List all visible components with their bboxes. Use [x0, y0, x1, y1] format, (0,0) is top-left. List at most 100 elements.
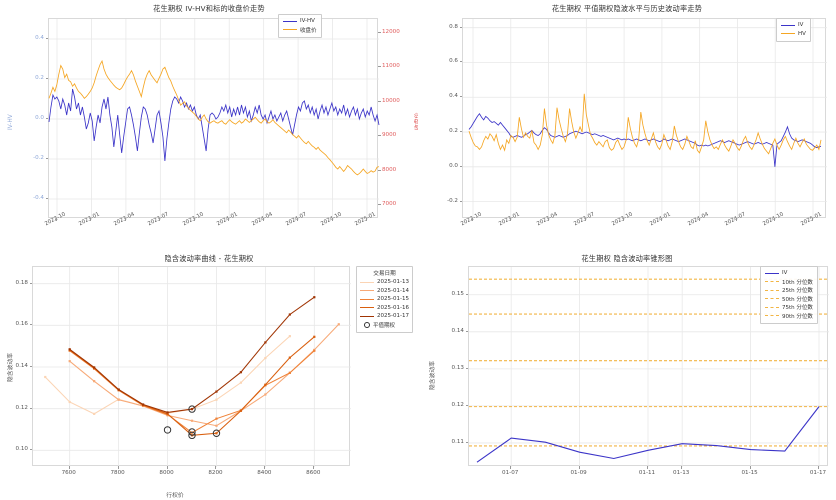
legend-item[interactable]: 2025-01-17 — [360, 312, 409, 321]
legend-item[interactable]: IV-HV — [283, 17, 317, 26]
y-tick-mark — [459, 165, 462, 167]
y-tick-mark — [459, 26, 462, 28]
data-point — [313, 335, 316, 338]
y-tick: 0.15 — [451, 290, 464, 297]
x-tick: 8000 — [159, 470, 174, 476]
legend-swatch-0116 — [360, 307, 374, 309]
data-point — [264, 393, 267, 396]
legend-item[interactable]: 75th 分位数 — [765, 303, 813, 312]
y-tick-mark-right — [378, 31, 381, 33]
series-2025-01-17 — [69, 296, 315, 413]
legend-item[interactable]: 25th 分位数 — [765, 286, 813, 295]
legend-label: IV-HV — [300, 18, 315, 25]
x-tick: 01-07 — [502, 470, 519, 476]
x-tick-mark — [547, 218, 549, 221]
legend-item[interactable]: IV — [765, 269, 813, 278]
x-tick-mark — [124, 218, 126, 221]
data-point — [313, 296, 316, 299]
y-tick-mark — [465, 367, 468, 369]
panel-title-tl: 花生期权 IV-HV和标的收盘价走势 — [153, 4, 265, 13]
y-tick: 0.14 — [15, 363, 28, 369]
legend-swatch-p10 — [765, 281, 779, 283]
y-tick: 0.12 — [451, 401, 464, 408]
y-tick-mark-left — [45, 38, 48, 39]
y-tick-mark — [29, 449, 32, 451]
legend-item[interactable]: 50th 分位数 — [765, 295, 813, 304]
data-point — [215, 424, 218, 427]
data-point — [93, 366, 96, 369]
data-point — [68, 360, 71, 363]
legend-label: 2025-01-17 — [377, 313, 409, 320]
x-tick-mark — [193, 218, 195, 221]
y-tick-mark — [29, 366, 32, 367]
legend-swatch-p50 — [765, 298, 779, 300]
legend-item[interactable]: 2025-01-15 — [360, 295, 409, 304]
series-iv — [476, 406, 820, 463]
data-point — [117, 398, 120, 401]
x-tick-mark — [774, 218, 776, 221]
y-tick-mark — [459, 61, 462, 63]
panel-iv-cone: 花生期权 隐含波动率锥形图 隐含波动率 IV 10th 分位数 25th 分位数… — [418, 250, 836, 500]
legend-swatch-0114 — [360, 290, 374, 292]
atm-marker — [188, 428, 196, 436]
legend-item[interactable]: 2025-01-16 — [360, 304, 409, 313]
legend-label: 25th 分位数 — [782, 288, 813, 295]
atm-marker — [188, 431, 196, 440]
x-tick-mark — [509, 218, 511, 221]
y-tick-mark-right — [378, 135, 381, 137]
legend-label: 10th 分位数 — [782, 279, 813, 286]
legend-item[interactable]: 收盘价 — [283, 26, 317, 35]
panel-title-bl: 隐含波动率曲线 - 花生期权 — [164, 254, 254, 263]
legend-tl: IV-HV 收盘价 — [278, 14, 322, 38]
x-tick-mark — [159, 218, 161, 221]
x-tick: 8600 — [306, 470, 321, 476]
legend-item[interactable]: 10th 分位数 — [765, 278, 813, 287]
y-tick: 0.11 — [451, 438, 464, 445]
y-tick-mark-right — [378, 66, 381, 68]
legend-item[interactable]: 2025-01-14 — [360, 287, 409, 296]
x-tick-mark — [297, 218, 299, 221]
panel-iv-hv-close: 花生期权 IV-HV和标的收盘价走势 IV-HV 收盘价 IV-HV 收盘价 0… — [0, 0, 421, 250]
x-tick-mark — [117, 466, 119, 469]
plot-area-tr — [462, 18, 827, 219]
x-tick: 8200 — [208, 470, 223, 476]
series-iv-hv — [48, 88, 380, 162]
data-point — [288, 313, 291, 316]
series-hv — [468, 93, 822, 155]
legend-label: HV — [798, 30, 806, 37]
legend-item[interactable]: 2025-01-13 — [360, 278, 409, 287]
legend-label: 2025-01-15 — [377, 296, 409, 303]
y-tick-right: 10000 — [382, 97, 400, 104]
y-tick: 0.16 — [15, 321, 28, 328]
legend-item[interactable]: 平值期权 — [360, 321, 409, 330]
x-tick-mark — [313, 466, 315, 469]
data-point — [117, 388, 120, 391]
legend-label: 50th 分位数 — [782, 296, 813, 303]
y-tick-mark — [459, 200, 462, 202]
y-tick-mark — [465, 404, 468, 406]
x-tick-mark — [812, 218, 813, 221]
x-tick: 01-11 — [638, 470, 656, 476]
y-tick: -0.2 — [447, 197, 458, 204]
x-tick-mark — [698, 218, 700, 221]
x-tick: 7800 — [110, 470, 125, 476]
atm-marker — [163, 426, 172, 434]
x-tick-mark — [681, 466, 683, 469]
legend-item[interactable]: IV — [781, 21, 806, 30]
panel-iv-smile: 隐含波动率曲线 - 花生期权 隐含波动率 行权价 交易日期 2025-01-13… — [0, 250, 418, 500]
legend-swatch-close — [283, 29, 297, 31]
data-point — [215, 417, 218, 420]
data-point — [44, 375, 47, 379]
y-tick: 0.0 — [449, 162, 458, 169]
y-tick-mark-left — [45, 198, 48, 199]
y-tick-mark-left — [45, 78, 48, 79]
series-iv — [468, 113, 822, 167]
y-tick-left: -0.4 — [33, 195, 44, 201]
x-tick-mark — [660, 218, 662, 221]
data-point — [93, 380, 96, 383]
legend-bl: 交易日期 2025-01-13 2025-01-14 2025-01-15 20… — [356, 266, 413, 333]
x-tick: 01-17 — [809, 470, 827, 476]
data-point — [93, 412, 96, 415]
legend-item[interactable]: 90th 分位数 — [765, 312, 813, 321]
legend-item[interactable]: HV — [781, 30, 806, 39]
